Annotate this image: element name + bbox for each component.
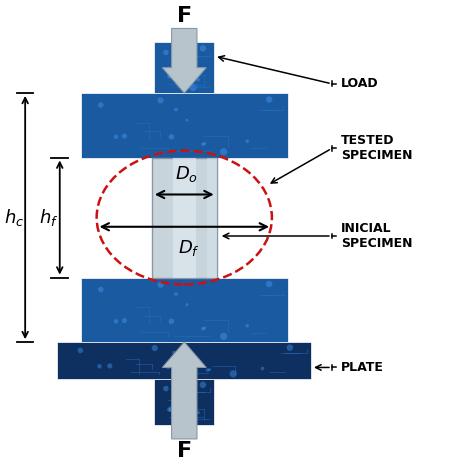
Circle shape bbox=[189, 416, 197, 423]
Circle shape bbox=[152, 345, 158, 351]
FancyArrow shape bbox=[163, 342, 206, 439]
Circle shape bbox=[174, 108, 178, 111]
Circle shape bbox=[163, 386, 169, 392]
Text: $D_o$: $D_o$ bbox=[175, 164, 198, 184]
Circle shape bbox=[172, 351, 176, 355]
Circle shape bbox=[169, 319, 174, 324]
Circle shape bbox=[169, 73, 174, 78]
Circle shape bbox=[107, 364, 112, 369]
Bar bbox=[207, 157, 217, 277]
Circle shape bbox=[206, 368, 209, 372]
Text: INICIAL
SPECIMEN: INICIAL SPECIMEN bbox=[341, 222, 412, 250]
Circle shape bbox=[183, 62, 186, 65]
Circle shape bbox=[246, 324, 249, 328]
Circle shape bbox=[185, 118, 189, 122]
Circle shape bbox=[208, 368, 211, 371]
Circle shape bbox=[189, 84, 197, 91]
Text: $h_f$: $h_f$ bbox=[38, 207, 58, 228]
Circle shape bbox=[229, 370, 237, 377]
Circle shape bbox=[122, 318, 127, 323]
Text: F: F bbox=[177, 6, 192, 26]
Circle shape bbox=[196, 411, 200, 414]
Circle shape bbox=[157, 282, 164, 288]
Circle shape bbox=[183, 397, 186, 400]
Circle shape bbox=[167, 408, 172, 412]
Circle shape bbox=[165, 364, 171, 369]
Circle shape bbox=[196, 78, 200, 82]
Circle shape bbox=[266, 96, 273, 103]
Circle shape bbox=[186, 356, 189, 359]
Bar bbox=[57, 342, 311, 379]
Circle shape bbox=[220, 333, 227, 340]
Circle shape bbox=[261, 367, 264, 370]
Circle shape bbox=[187, 80, 190, 83]
Circle shape bbox=[187, 413, 190, 417]
Circle shape bbox=[187, 413, 190, 416]
Circle shape bbox=[220, 148, 227, 155]
Circle shape bbox=[179, 407, 184, 412]
Circle shape bbox=[176, 383, 182, 389]
Circle shape bbox=[97, 364, 102, 368]
Circle shape bbox=[201, 327, 205, 330]
Text: $h_c$: $h_c$ bbox=[3, 207, 24, 228]
Text: PLATE: PLATE bbox=[341, 361, 384, 374]
Circle shape bbox=[98, 102, 103, 108]
Circle shape bbox=[246, 139, 249, 143]
Circle shape bbox=[181, 390, 184, 393]
Circle shape bbox=[122, 134, 127, 139]
Circle shape bbox=[201, 143, 205, 146]
Bar bbox=[152, 157, 217, 277]
Circle shape bbox=[176, 46, 182, 52]
Bar bbox=[81, 277, 288, 342]
Bar bbox=[173, 157, 196, 277]
Circle shape bbox=[98, 287, 103, 292]
Circle shape bbox=[163, 50, 169, 55]
Circle shape bbox=[287, 345, 293, 351]
Circle shape bbox=[179, 73, 184, 79]
Circle shape bbox=[174, 292, 178, 296]
Circle shape bbox=[185, 303, 189, 306]
Text: $D_f$: $D_f$ bbox=[178, 238, 200, 258]
Text: TESTED
SPECIMEN: TESTED SPECIMEN bbox=[341, 134, 412, 163]
Circle shape bbox=[78, 347, 83, 353]
Text: LOAD: LOAD bbox=[341, 77, 379, 91]
Bar bbox=[155, 379, 214, 425]
Circle shape bbox=[203, 327, 206, 329]
Text: F: F bbox=[177, 441, 192, 461]
Circle shape bbox=[200, 382, 206, 388]
Circle shape bbox=[181, 54, 184, 58]
Circle shape bbox=[187, 80, 190, 84]
Circle shape bbox=[266, 281, 273, 287]
Circle shape bbox=[114, 319, 118, 324]
Circle shape bbox=[203, 142, 206, 145]
Circle shape bbox=[114, 135, 118, 139]
Circle shape bbox=[200, 45, 206, 52]
FancyArrow shape bbox=[163, 28, 206, 93]
Circle shape bbox=[157, 97, 164, 103]
Circle shape bbox=[169, 134, 174, 140]
Circle shape bbox=[167, 74, 172, 79]
Bar bbox=[155, 42, 214, 93]
Bar bbox=[81, 93, 288, 157]
Circle shape bbox=[169, 407, 174, 412]
